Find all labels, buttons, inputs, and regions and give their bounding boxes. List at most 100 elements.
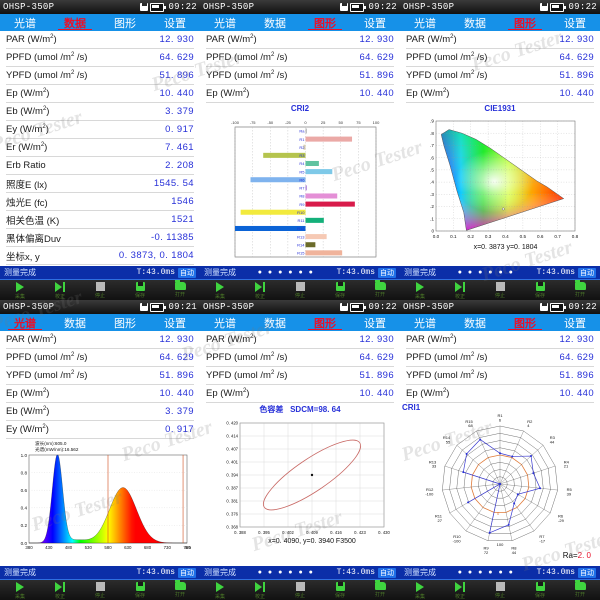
save-icon: [135, 282, 145, 291]
tab-3[interactable]: 设置: [164, 17, 186, 30]
svg-text:R15: R15: [297, 251, 305, 256]
tab-0[interactable]: 光谱: [214, 317, 236, 330]
panel-footer: 测量完成 ● ● ● ● ● ● T:43.0ms 自动 采集 校正 停止 保存…: [400, 266, 600, 300]
tab-3[interactable]: 设置: [564, 317, 586, 330]
toolbutton-open-icon[interactable]: 打开: [160, 280, 200, 298]
toolbutton-save-icon[interactable]: 保存: [520, 280, 560, 299]
toolbutton-play-icon[interactable]: 采集: [200, 580, 240, 600]
svg-text:.2: .2: [430, 204, 434, 209]
toolbutton-save-icon[interactable]: 保存: [320, 280, 360, 299]
toolbutton-next-icon[interactable]: 校正: [240, 280, 280, 300]
measurement-label: PPFD (umol /m2 /s): [206, 351, 288, 364]
next-icon: [255, 582, 265, 592]
tab-3[interactable]: 设置: [164, 317, 186, 330]
auto-badge[interactable]: 自动: [578, 267, 596, 278]
tab-0[interactable]: 光谱: [414, 317, 436, 330]
tab-2[interactable]: 图形: [114, 317, 136, 330]
tab-0[interactable]: 光谱: [414, 17, 436, 30]
tab-0[interactable]: 光谱: [0, 314, 50, 331]
clock-label: 09:22: [168, 2, 197, 12]
panel-footer: 测量完成 ● ● ● ● ● ● T:43.0ms 自动 采集 校正 停止 保存…: [200, 266, 400, 300]
auto-badge[interactable]: 自动: [378, 267, 396, 278]
toolbutton-save-icon[interactable]: 保存: [320, 580, 360, 599]
measurement-label: Ep (W/m2): [406, 387, 450, 400]
toolbutton-open-icon[interactable]: 打开: [160, 580, 200, 598]
status-time: T:43.0ms: [136, 568, 175, 577]
tab-1[interactable]: 数据: [464, 17, 486, 30]
save-icon: [540, 303, 549, 311]
tab-3[interactable]: 设置: [564, 17, 586, 30]
toolbutton-next-icon[interactable]: 校正: [40, 580, 80, 600]
toolbutton-play-icon[interactable]: 采集: [400, 280, 440, 300]
toolbutton-play-icon[interactable]: 采集: [200, 280, 240, 300]
toolbutton-play-icon[interactable]: 采集: [400, 580, 440, 600]
clock-label: 09:21: [168, 302, 197, 312]
toolbutton-open-icon[interactable]: 打开: [360, 280, 400, 298]
svg-text:630: 630: [124, 545, 132, 550]
auto-badge[interactable]: 自动: [578, 567, 596, 578]
auto-badge[interactable]: 自动: [178, 267, 196, 278]
status-text: 测量完成: [4, 568, 36, 577]
toolbutton-next-icon[interactable]: 校正: [40, 280, 80, 300]
toolbutton-play-icon[interactable]: 采集: [0, 580, 40, 600]
auto-badge[interactable]: 自动: [178, 567, 196, 578]
save-icon: [340, 3, 349, 11]
toolbutton-play-icon[interactable]: 采集: [0, 280, 40, 300]
measurement-value: 0. 917: [165, 124, 194, 135]
toolbutton-next-icon[interactable]: 校正: [240, 580, 280, 600]
stop-icon: [295, 582, 305, 591]
tab-bar: 光谱 数据 图形 设置: [200, 14, 400, 31]
toolbutton-open-icon[interactable]: 打开: [360, 580, 400, 598]
tab-3[interactable]: 设置: [364, 17, 386, 30]
toolbutton-stop-icon[interactable]: 停止: [280, 580, 320, 599]
tab-0[interactable]: 光谱: [214, 17, 236, 30]
status-bar: 测量完成 ● ● ● ● ● ● T:43.0ms 自动: [400, 266, 600, 280]
measurement-row: Ep (W/m2) 10. 440: [206, 85, 394, 103]
panel-cie1931: OHSP-350P 09:22 光谱 数据 图形 设置 PAR (W/m2) 12. …: [400, 0, 600, 300]
tab-2[interactable]: 图形: [300, 14, 350, 31]
toolbutton-save-icon[interactable]: 保存: [520, 580, 560, 599]
tab-1[interactable]: 数据: [64, 317, 86, 330]
toolbutton-save-icon[interactable]: 保存: [120, 580, 160, 599]
open-icon: [574, 580, 586, 590]
play-icon: [16, 282, 24, 292]
svg-text:R13: R13: [429, 459, 437, 464]
toolbutton-stop-icon[interactable]: 停止: [80, 280, 120, 299]
tool-bar: 采集 校正 停止 保存 打开: [200, 580, 400, 600]
toolbutton-open-icon[interactable]: 打开: [560, 280, 600, 298]
tab-2[interactable]: 图形: [300, 314, 350, 331]
toolbutton-open-icon[interactable]: 打开: [560, 580, 600, 598]
svg-text:44: 44: [512, 550, 517, 555]
toolbutton-next-icon[interactable]: 校正: [440, 580, 480, 600]
toolbutton-label: 采集: [414, 294, 425, 300]
svg-text:R10: R10: [297, 210, 305, 215]
toolbutton-stop-icon[interactable]: 停止: [80, 580, 120, 599]
stop-icon: [495, 582, 505, 591]
toolbutton-stop-icon[interactable]: 停止: [480, 580, 520, 599]
play-icon: [216, 282, 224, 292]
device-model: OHSP-350P: [403, 2, 455, 12]
toolbutton-save-icon[interactable]: 保存: [120, 280, 160, 299]
svg-text:0. 388: 0. 388: [234, 530, 246, 535]
save-icon: [535, 582, 545, 591]
svg-text:R1: R1: [299, 137, 305, 142]
tab-0[interactable]: 光谱: [14, 17, 36, 30]
svg-text:0.6: 0.6: [537, 234, 544, 239]
cri-radar-chart: R16 R24R344R421R539R6-29R7-17R844R972R10-…: [425, 413, 591, 560]
svg-text:380: 380: [25, 545, 33, 550]
tab-1[interactable]: 数据: [264, 317, 286, 330]
toolbutton-stop-icon[interactable]: 停止: [280, 280, 320, 299]
title-bar: OHSP-350P 09:22: [0, 0, 200, 14]
tab-1[interactable]: 数据: [264, 17, 286, 30]
svg-text:R4: R4: [564, 459, 570, 464]
auto-badge[interactable]: 自动: [378, 567, 396, 578]
svg-text:-100: -100: [425, 491, 434, 496]
tab-1[interactable]: 数据: [50, 14, 100, 31]
tab-2[interactable]: 图形: [500, 14, 550, 31]
toolbutton-next-icon[interactable]: 校正: [440, 280, 480, 300]
tab-2[interactable]: 图形: [114, 17, 136, 30]
toolbutton-stop-icon[interactable]: 停止: [480, 280, 520, 299]
tab-1[interactable]: 数据: [464, 317, 486, 330]
tab-3[interactable]: 设置: [364, 317, 386, 330]
tab-2[interactable]: 图形: [500, 314, 550, 331]
